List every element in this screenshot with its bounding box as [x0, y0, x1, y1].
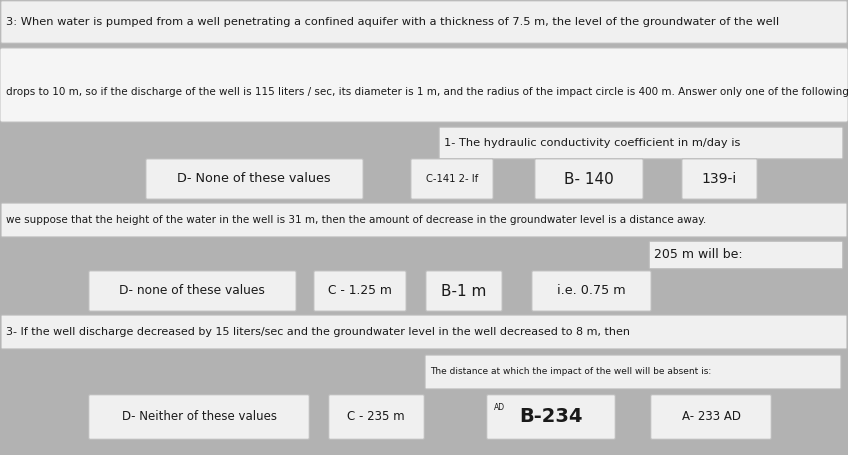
Text: we suppose that the height of the water in the well is 31 m, then the amount of : we suppose that the height of the water …: [6, 215, 706, 225]
FancyBboxPatch shape: [487, 395, 616, 439]
Text: 139-i: 139-i: [701, 172, 737, 186]
FancyBboxPatch shape: [535, 159, 643, 199]
Text: A- 233 AD: A- 233 AD: [682, 410, 740, 424]
Text: i.e. 0.75 m: i.e. 0.75 m: [556, 284, 625, 298]
FancyBboxPatch shape: [425, 355, 841, 389]
Text: C - 1.25 m: C - 1.25 m: [328, 284, 392, 298]
FancyBboxPatch shape: [0, 48, 848, 122]
Text: drops to 10 m, so if the discharge of the well is 115 liters / sec, its diameter: drops to 10 m, so if the discharge of th…: [6, 87, 848, 97]
FancyBboxPatch shape: [89, 271, 296, 311]
FancyBboxPatch shape: [426, 271, 502, 311]
Text: AD: AD: [494, 403, 505, 411]
Text: B-1 m: B-1 m: [441, 283, 487, 298]
Text: The distance at which the impact of the well will be absent is:: The distance at which the impact of the …: [430, 368, 711, 376]
Text: C-141 2- If: C-141 2- If: [426, 174, 478, 184]
FancyBboxPatch shape: [89, 395, 310, 439]
FancyBboxPatch shape: [439, 127, 843, 159]
Text: D- None of these values: D- None of these values: [177, 172, 331, 186]
FancyBboxPatch shape: [650, 241, 843, 269]
FancyBboxPatch shape: [650, 395, 772, 439]
FancyBboxPatch shape: [314, 271, 406, 311]
Text: 3- If the well discharge decreased by 15 liters/sec and the groundwater level in: 3- If the well discharge decreased by 15…: [6, 327, 630, 337]
FancyBboxPatch shape: [682, 159, 757, 199]
FancyBboxPatch shape: [411, 159, 494, 199]
FancyBboxPatch shape: [146, 159, 363, 199]
Text: 3: When water is pumped from a well penetrating a confined aquifer with a thickn: 3: When water is pumped from a well pene…: [6, 17, 779, 27]
Text: 205 m will be:: 205 m will be:: [654, 248, 743, 262]
FancyBboxPatch shape: [1, 315, 847, 349]
FancyBboxPatch shape: [329, 395, 424, 439]
Text: 1- The hydraulic conductivity coefficient in m/day is: 1- The hydraulic conductivity coefficien…: [444, 138, 740, 148]
Text: B- 140: B- 140: [564, 172, 614, 187]
FancyBboxPatch shape: [1, 1, 847, 43]
FancyBboxPatch shape: [532, 271, 651, 311]
Text: B-234: B-234: [519, 408, 583, 426]
Text: D- none of these values: D- none of these values: [119, 284, 265, 298]
Text: C - 235 m: C - 235 m: [347, 410, 404, 424]
FancyBboxPatch shape: [1, 203, 847, 237]
Text: D- Neither of these values: D- Neither of these values: [121, 410, 276, 424]
